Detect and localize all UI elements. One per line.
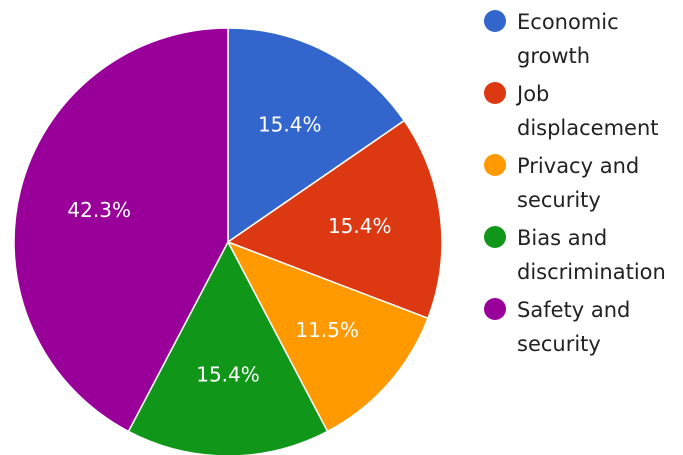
legend-label-bias-and-discrimination: Bias and discrimination [517, 226, 666, 284]
legend-label-safety-and-security: Safety and security [517, 298, 631, 356]
legend-item-bias-and-discrimination[interactable]: Bias and discrimination [484, 221, 683, 289]
pie-slice-safety-and-security[interactable] [13, 27, 229, 433]
pie-slice-job-displacement[interactable] [226, 119, 443, 320]
legend-item-privacy-and-security[interactable]: Privacy and security [484, 149, 683, 217]
pie-chart: 15.4% 15.4% 11.5% 15.4% 42.3% [13, 27, 443, 455]
legend-swatch-bias-and-discrimination [484, 226, 506, 248]
slice-label-privacy-and-security: 11.5% [295, 318, 359, 342]
pie-slice-economic-growth[interactable] [227, 27, 406, 244]
pie-slice-privacy-and-security[interactable] [226, 240, 429, 433]
legend-swatch-economic-growth [484, 10, 506, 32]
pie-slice-bias-and-discrimination[interactable] [127, 240, 329, 455]
slice-label-economic-growth: 15.4% [258, 113, 322, 137]
legend-swatch-safety-and-security [484, 298, 506, 320]
legend-swatch-job-displacement [484, 82, 506, 104]
legend-label-job-displacement: Job displacement [517, 82, 659, 140]
legend: Economic growth Job displacement Privacy… [484, 5, 683, 365]
legend-item-safety-and-security[interactable]: Safety and security [484, 293, 683, 361]
legend-label-privacy-and-security: Privacy and security [517, 154, 640, 212]
legend-item-job-displacement[interactable]: Job displacement [484, 77, 683, 145]
slice-label-bias-and-discrimination: 15.4% [196, 363, 260, 387]
slice-label-job-displacement: 15.4% [328, 214, 392, 238]
legend-item-economic-growth[interactable]: Economic growth [484, 5, 683, 73]
legend-label-economic-growth: Economic growth [517, 10, 619, 68]
slice-label-safety-and-security: 42.3% [67, 198, 131, 222]
legend-swatch-privacy-and-security [484, 154, 506, 176]
